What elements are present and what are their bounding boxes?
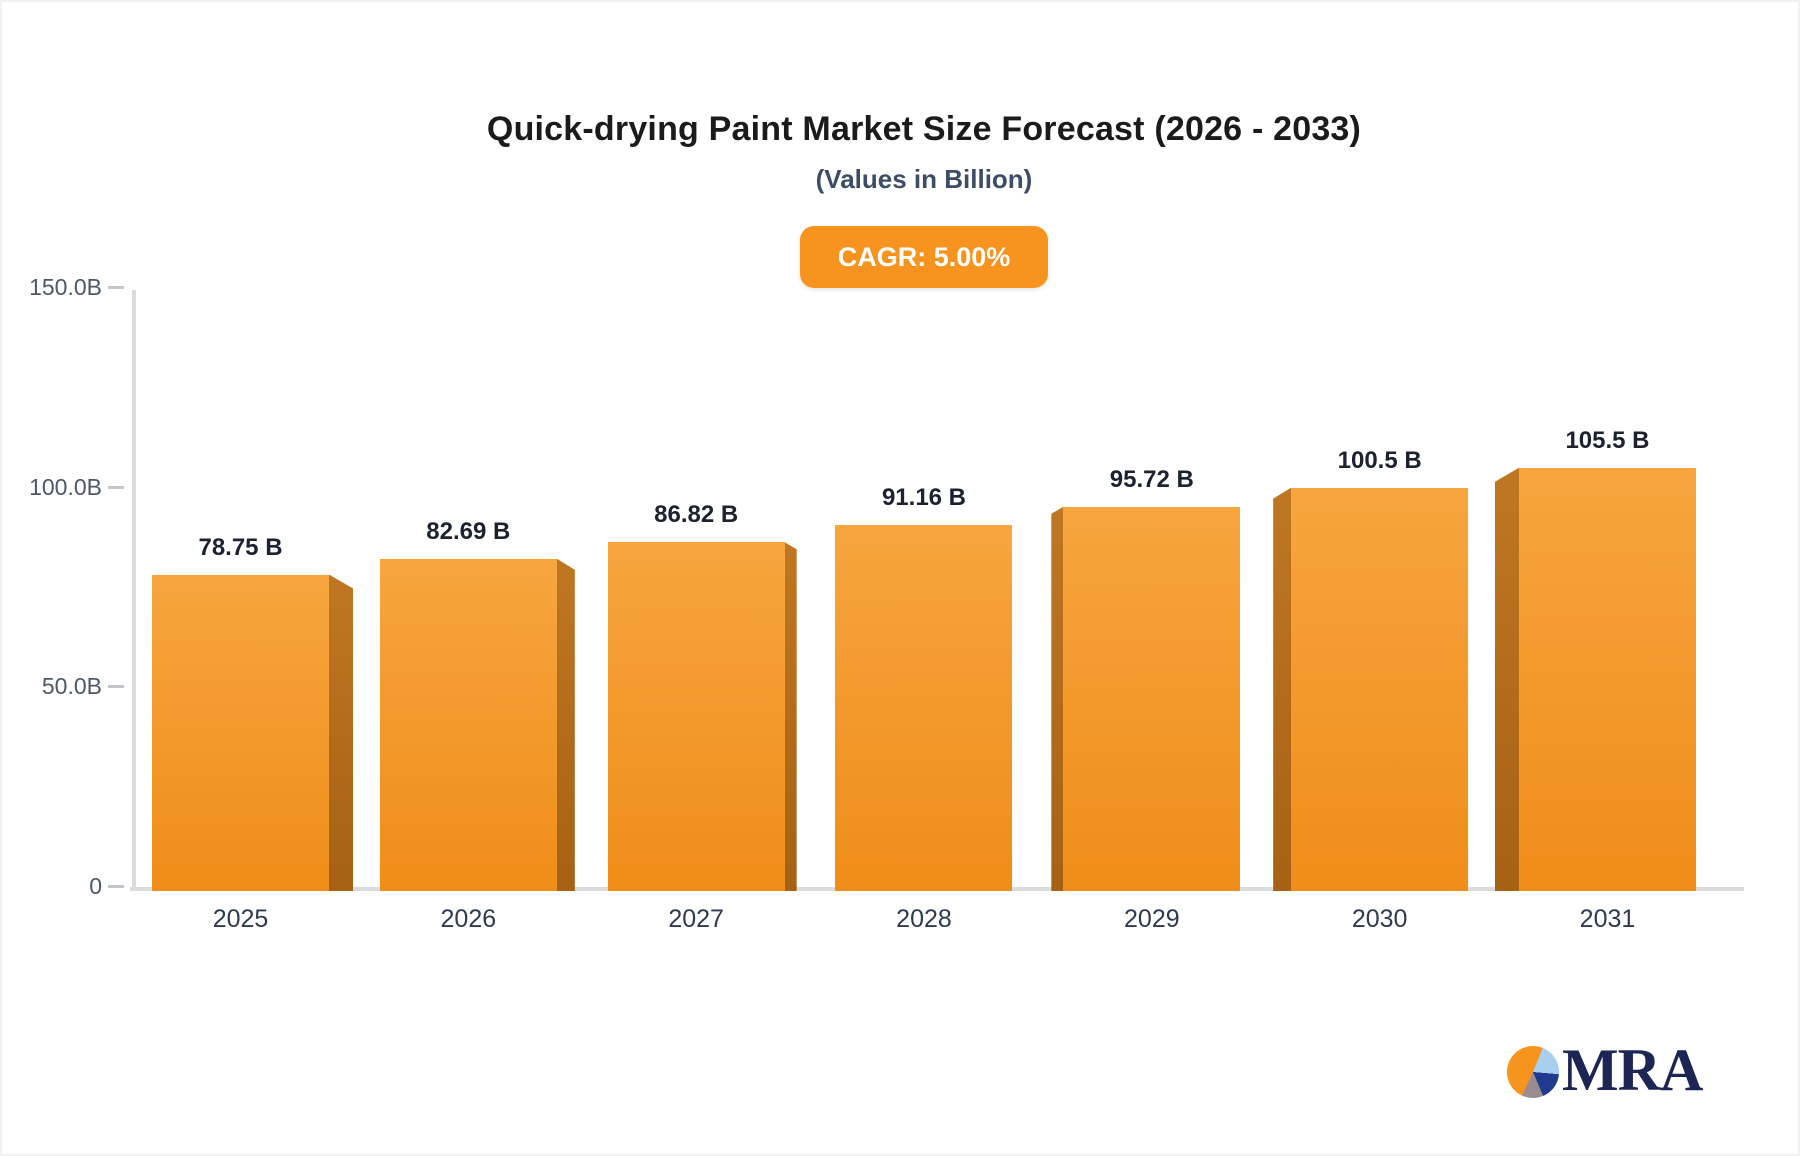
x-axis-label: 2026 — [440, 905, 497, 933]
x-axis-label: 2025 — [212, 905, 269, 933]
bar-side-face — [1494, 467, 1519, 891]
bar-side-face — [329, 574, 353, 891]
bar-2025 — [152, 574, 329, 891]
bar-value-label: 105.5 B — [1565, 426, 1650, 454]
bar-value-label: 100.5 B — [1337, 446, 1422, 474]
bar-side-face — [1051, 506, 1064, 891]
pie-chart-icon — [1507, 1046, 1559, 1098]
bar-value-label: 78.75 B — [198, 533, 283, 561]
y-axis-label: 50.0B — [41, 673, 102, 700]
y-axis-label: 100.0B — [29, 473, 102, 500]
y-axis-tick — [108, 286, 124, 289]
bar-2031 — [1518, 467, 1696, 891]
brand-logo-text: MRA — [1562, 1037, 1703, 1103]
bar-value-label: 95.72 B — [1109, 465, 1194, 493]
bar-2027 — [607, 542, 785, 891]
y-axis-label: 150.0B — [29, 274, 102, 300]
y-axis-label: 0 — [89, 873, 102, 899]
y-axis-tick — [108, 485, 124, 489]
x-axis-label: 2027 — [668, 905, 724, 933]
bar-value-label: 86.82 B — [654, 501, 739, 529]
y-axis-line — [132, 290, 136, 891]
bar-side-face — [784, 542, 797, 891]
x-axis-label: 2029 — [1124, 905, 1180, 933]
bar-value-label: 82.69 B — [426, 517, 511, 545]
bar-2026 — [379, 558, 557, 891]
brand-logo: MRA — [1507, 1037, 1703, 1103]
bar-side-face — [1273, 487, 1292, 891]
bar-2030 — [1291, 487, 1469, 891]
y-axis-tick — [108, 685, 124, 689]
cagr-badge: CAGR: 5.00% — [799, 226, 1049, 288]
y-axis-tick — [108, 885, 124, 888]
chart-title: Quick-drying Paint Market Size Forecast … — [486, 110, 1362, 148]
bar-2028 — [835, 524, 1013, 891]
bar-value-label: 91.16 B — [881, 483, 967, 511]
bar-2029 — [1063, 506, 1241, 891]
x-axis-label: 2028 — [896, 905, 952, 933]
bar-side-face — [556, 558, 575, 891]
chart-header: Quick-drying Paint Market Size Forecast … — [52, 2, 1796, 288]
chart-subtitle: (Values in Billion) — [815, 164, 1033, 194]
x-axis-label: 2031 — [1579, 905, 1636, 933]
x-axis-label: 2030 — [1351, 905, 1408, 933]
